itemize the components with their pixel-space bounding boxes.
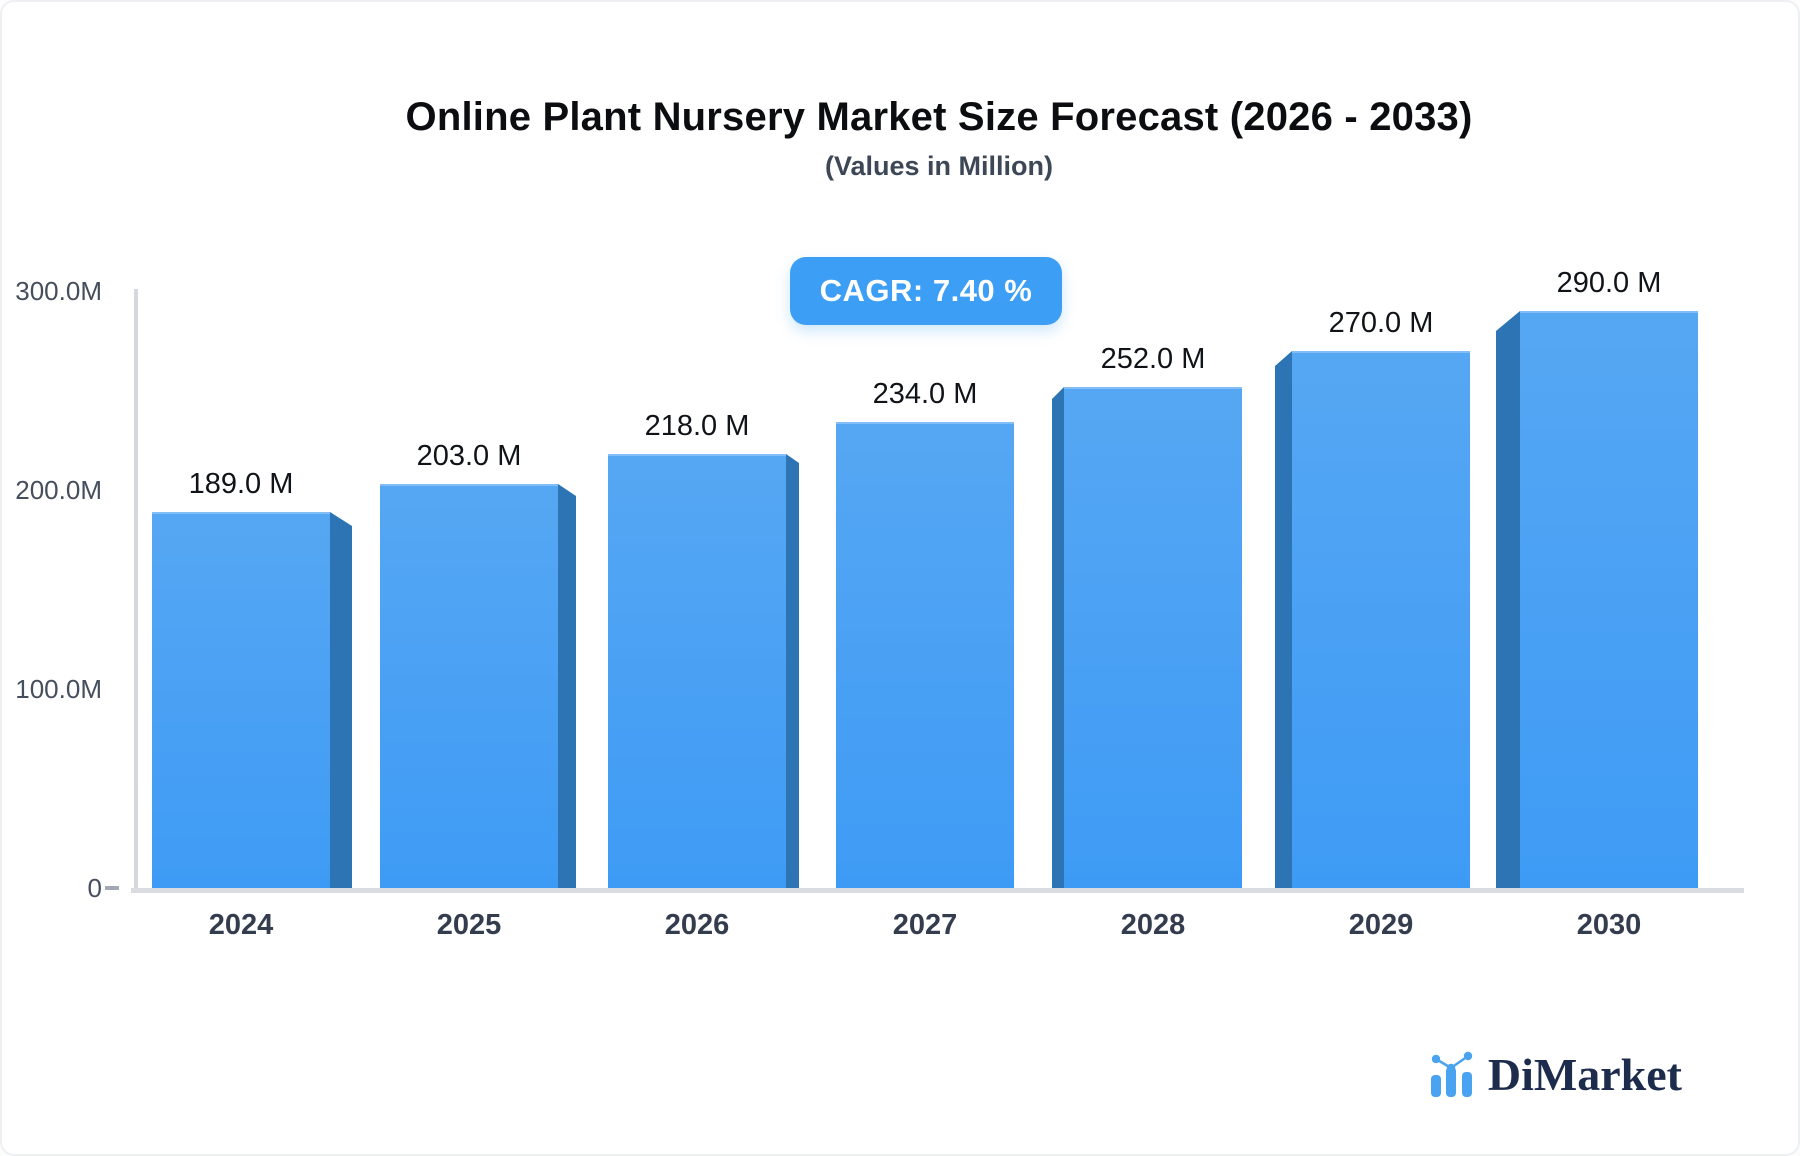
dimarket-logo: DiMarket <box>1428 1048 1682 1098</box>
bar-2027 <box>836 422 1014 888</box>
bar-value-label-2027: 234.0 M <box>872 378 978 410</box>
y-axis-line <box>134 289 138 890</box>
chart-subtitle: (Values in Million) <box>824 151 1054 181</box>
bar-value-label-2030: 290.0 M <box>1556 267 1662 299</box>
bar-side-face-2030 <box>1496 311 1520 888</box>
mini-bar-chart-logo-icon <box>1430 1051 1473 1097</box>
y-axis-label-200: 200.0M <box>15 475 102 505</box>
bar-2030 <box>1520 311 1698 888</box>
y-axis-label-0: 0 <box>87 873 102 903</box>
x-axis-label-2026: 2026 <box>664 909 730 941</box>
chart-header: Online Plant Nursery Market Size Forecas… <box>134 94 1744 182</box>
bar-side-face-2025 <box>558 484 576 888</box>
bar-2028 <box>1064 387 1242 888</box>
bar-side-face-2026 <box>786 454 799 888</box>
bar-value-label-2029: 270.0 M <box>1328 307 1434 339</box>
bar-value-label-2028: 252.0 M <box>1100 343 1206 375</box>
zero-tick-mark <box>105 886 119 890</box>
x-axis-label-2030: 2030 <box>1576 909 1642 941</box>
bar-value-label-2025: 203.0 M <box>416 440 522 472</box>
chart-title: Online Plant Nursery Market Size Forecas… <box>405 95 1473 139</box>
bar-side-face-2028 <box>1052 387 1064 888</box>
x-axis-label-2029: 2029 <box>1348 909 1414 941</box>
y-axis-label-100: 100.0M <box>15 674 102 704</box>
x-axis-label-2024: 2024 <box>208 909 274 941</box>
bar-value-label-2026: 218.0 M <box>644 410 750 442</box>
x-axis-label-2028: 2028 <box>1120 909 1186 941</box>
bar-2024 <box>152 512 330 888</box>
logo-text: DiMarket <box>1487 1049 1682 1100</box>
x-axis-label-2027: 2027 <box>892 909 958 941</box>
cagr-badge: CAGR: 7.40 % <box>790 257 1062 325</box>
bar-2029 <box>1292 351 1470 888</box>
y-axis-label-300: 300.0M <box>15 276 102 306</box>
bar-side-face-2024 <box>330 512 352 888</box>
x-axis-label-2025: 2025 <box>436 909 502 941</box>
cagr-badge-label: CAGR: 7.40 % <box>819 273 1033 308</box>
bar-value-label-2024: 189.0 M <box>188 468 294 500</box>
bar-side-face-2029 <box>1275 351 1292 888</box>
bar-2026 <box>608 454 786 888</box>
bar-2025 <box>380 484 558 888</box>
x-axis-baseline <box>131 888 1744 893</box>
